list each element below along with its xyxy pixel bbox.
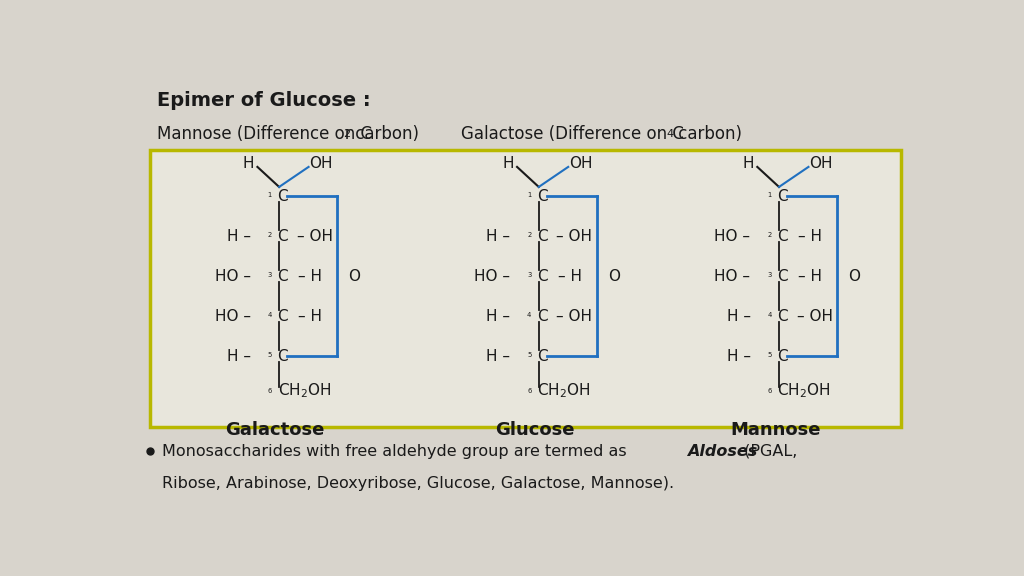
Text: Ribose, Arabinose, Deoxyribose, Glucose, Galactose, Mannose).: Ribose, Arabinose, Deoxyribose, Glucose,… bbox=[162, 476, 674, 491]
Text: $^6$: $^6$ bbox=[267, 388, 273, 398]
Text: – H: – H bbox=[798, 229, 822, 244]
Text: HO –: HO – bbox=[215, 269, 251, 284]
Text: Glucose: Glucose bbox=[496, 421, 574, 439]
Text: Mannose (Difference on C: Mannose (Difference on C bbox=[158, 124, 373, 143]
Text: HO –: HO – bbox=[715, 269, 751, 284]
Text: 4: 4 bbox=[667, 129, 674, 139]
Text: $^5$: $^5$ bbox=[267, 353, 273, 362]
Text: $^4$: $^4$ bbox=[767, 312, 773, 323]
Text: CH$_2$OH: CH$_2$OH bbox=[538, 381, 591, 400]
Text: – H: – H bbox=[798, 269, 822, 284]
Text: OH: OH bbox=[569, 156, 592, 171]
Text: $^1$: $^1$ bbox=[526, 192, 532, 202]
Text: C: C bbox=[278, 309, 288, 324]
Text: H –: H – bbox=[486, 349, 510, 364]
Text: O: O bbox=[348, 269, 360, 284]
Text: O: O bbox=[608, 269, 620, 284]
Text: C: C bbox=[538, 349, 548, 364]
Text: C: C bbox=[278, 269, 288, 284]
Text: CH$_2$OH: CH$_2$OH bbox=[278, 381, 331, 400]
Text: HO –: HO – bbox=[715, 229, 751, 244]
Text: $^4$: $^4$ bbox=[526, 312, 532, 323]
Text: C: C bbox=[777, 309, 788, 324]
Text: H –: H – bbox=[227, 349, 251, 364]
Text: $^6$: $^6$ bbox=[526, 388, 532, 398]
Text: H –: H – bbox=[486, 229, 510, 244]
Text: $^3$: $^3$ bbox=[526, 272, 532, 282]
Text: $^5$: $^5$ bbox=[767, 353, 773, 362]
Text: H –: H – bbox=[727, 309, 751, 324]
Text: H –: H – bbox=[486, 309, 510, 324]
Text: $^4$: $^4$ bbox=[267, 312, 273, 323]
Text: C: C bbox=[777, 349, 788, 364]
Text: carbon): carbon) bbox=[673, 124, 741, 143]
Text: carbon): carbon) bbox=[349, 124, 419, 143]
Text: H –: H – bbox=[727, 349, 751, 364]
Text: – OH: – OH bbox=[556, 229, 593, 244]
Text: C: C bbox=[538, 189, 548, 204]
Text: $^1$: $^1$ bbox=[767, 192, 773, 202]
Text: – OH: – OH bbox=[556, 309, 593, 324]
Text: OH: OH bbox=[809, 156, 833, 171]
Text: C: C bbox=[278, 349, 288, 364]
Text: C: C bbox=[777, 189, 788, 204]
Text: H –: H – bbox=[227, 229, 251, 244]
Text: C: C bbox=[777, 269, 788, 284]
Text: H: H bbox=[742, 156, 754, 171]
Text: HO –: HO – bbox=[215, 309, 251, 324]
Text: (PGAL,: (PGAL, bbox=[738, 444, 797, 458]
Text: $^5$: $^5$ bbox=[526, 353, 532, 362]
Text: HO –: HO – bbox=[474, 269, 510, 284]
Text: – H: – H bbox=[298, 269, 323, 284]
Text: $^2$: $^2$ bbox=[527, 232, 532, 242]
Text: C: C bbox=[278, 229, 288, 244]
Text: O: O bbox=[848, 269, 860, 284]
Text: C: C bbox=[538, 269, 548, 284]
Text: OH: OH bbox=[309, 156, 333, 171]
Text: $^3$: $^3$ bbox=[767, 272, 773, 282]
Text: Epimer of Glucose :: Epimer of Glucose : bbox=[158, 90, 371, 109]
Text: C: C bbox=[538, 229, 548, 244]
Text: Monosaccharides with free aldehyde group are termed as: Monosaccharides with free aldehyde group… bbox=[162, 444, 632, 458]
Text: – H: – H bbox=[298, 309, 323, 324]
Text: C: C bbox=[278, 189, 288, 204]
Text: – OH: – OH bbox=[297, 229, 333, 244]
Text: 2: 2 bbox=[343, 129, 350, 139]
Bar bbox=[150, 150, 901, 427]
Text: $^2$: $^2$ bbox=[267, 232, 273, 242]
Text: $^6$: $^6$ bbox=[767, 388, 773, 398]
Text: $^2$: $^2$ bbox=[767, 232, 773, 242]
Text: – H: – H bbox=[558, 269, 582, 284]
Text: $^3$: $^3$ bbox=[267, 272, 273, 282]
Text: H: H bbox=[502, 156, 513, 171]
Text: C: C bbox=[777, 229, 788, 244]
Text: H: H bbox=[243, 156, 254, 171]
Text: Galactose (Difference on C: Galactose (Difference on C bbox=[461, 124, 684, 143]
Text: Mannose: Mannose bbox=[730, 421, 820, 439]
Text: C: C bbox=[538, 309, 548, 324]
Text: Aldoses: Aldoses bbox=[687, 444, 757, 458]
Text: CH$_2$OH: CH$_2$OH bbox=[777, 381, 830, 400]
Text: $^1$: $^1$ bbox=[267, 192, 273, 202]
Text: Galactose: Galactose bbox=[225, 421, 325, 439]
Text: – OH: – OH bbox=[797, 309, 833, 324]
